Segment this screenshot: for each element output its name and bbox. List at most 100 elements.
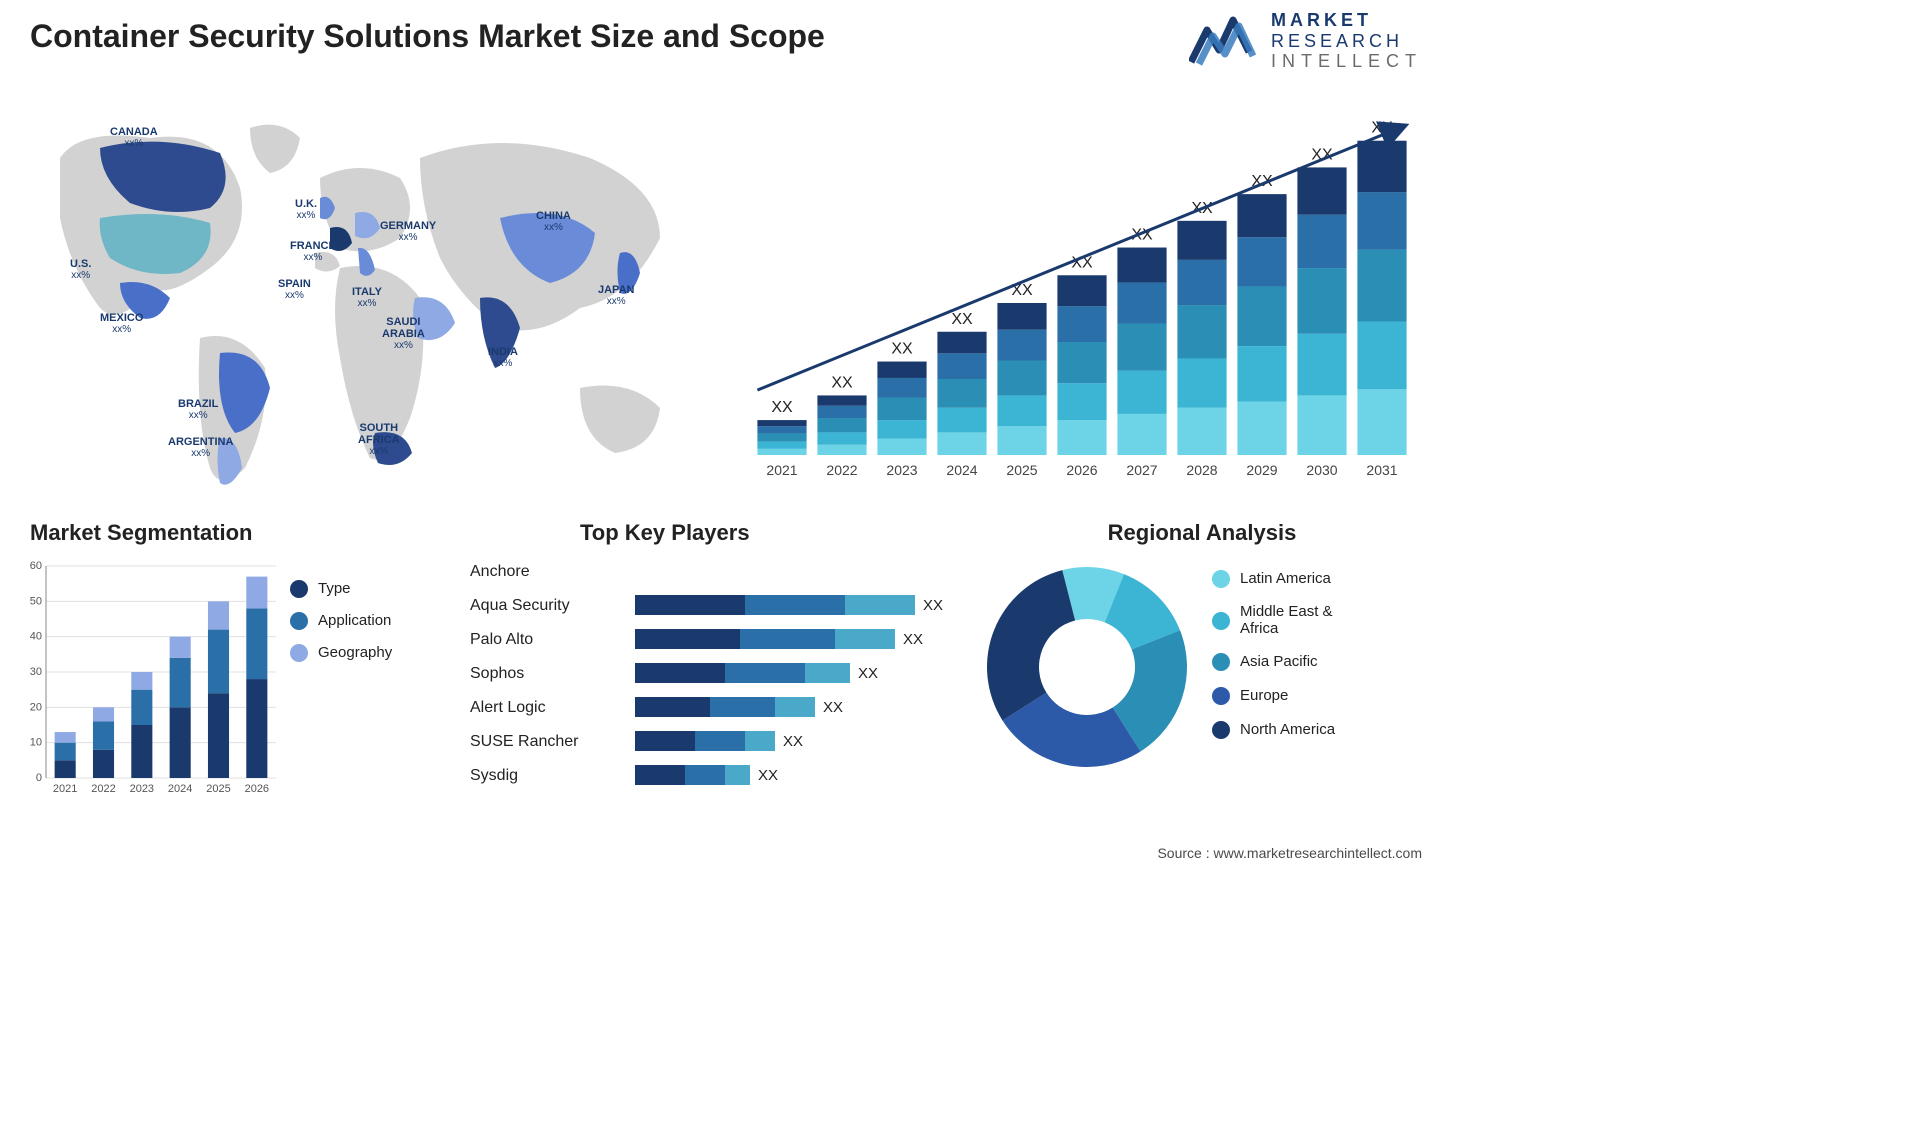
map-label: CHINAxx% — [536, 210, 571, 233]
map-label: SOUTHAFRICAxx% — [358, 422, 400, 457]
player-bar — [635, 663, 850, 683]
svg-text:30: 30 — [30, 666, 42, 678]
segmentation-legend: Type Application Geography — [290, 580, 392, 676]
svg-text:2023: 2023 — [130, 783, 154, 795]
svg-text:2030: 2030 — [1306, 462, 1337, 478]
player-bar-row: XX — [635, 588, 965, 622]
legend-swatch — [1212, 612, 1230, 630]
top-players-title: Top Key Players — [580, 520, 970, 546]
svg-text:60: 60 — [30, 560, 42, 572]
player-bar-segment — [635, 629, 740, 649]
svg-text:50: 50 — [30, 595, 42, 607]
legend-item: Type — [290, 580, 392, 598]
legend-label: Application — [318, 613, 391, 630]
player-bar-segment — [845, 595, 915, 615]
svg-text:2026: 2026 — [245, 783, 269, 795]
svg-text:0: 0 — [36, 772, 42, 784]
svg-text:2029: 2029 — [1246, 462, 1277, 478]
player-bar-segment — [635, 663, 725, 683]
legend-label: Geography — [318, 645, 392, 662]
player-bar-value: XX — [783, 733, 803, 750]
regional-legend: Latin America Middle East &Africa Asia Pac… — [1212, 570, 1335, 755]
svg-text:XX: XX — [891, 341, 913, 358]
player-bar-value: XX — [923, 597, 943, 614]
legend-label: Latin America — [1240, 571, 1331, 588]
legend-label: Asia Pacific — [1240, 654, 1318, 671]
top-players-bars: XXXXXXXXXXXX — [635, 554, 965, 792]
player-bar — [635, 731, 775, 751]
player-bar-segment — [695, 731, 745, 751]
logo-line2: RESEARCH — [1271, 31, 1422, 52]
legend-item: Latin America — [1212, 570, 1335, 588]
svg-text:2021: 2021 — [53, 783, 77, 795]
map-label: CANADAxx% — [110, 126, 158, 149]
player-bar-segment — [740, 629, 835, 649]
svg-text:2025: 2025 — [1006, 462, 1037, 478]
player-bar-segment — [635, 731, 695, 751]
legend-label: Type — [318, 581, 351, 598]
map-label: BRAZILxx% — [178, 398, 218, 421]
player-bar-segment — [635, 697, 710, 717]
logo-line1: MARKET — [1271, 10, 1422, 31]
player-bar-value: XX — [903, 631, 923, 648]
logo-mark-icon — [1189, 12, 1259, 70]
svg-text:2023: 2023 — [886, 462, 917, 478]
player-bar-row: XX — [635, 724, 965, 758]
player-bar — [635, 595, 915, 615]
player-name: Aqua Security — [470, 589, 630, 623]
player-name: SUSE Rancher — [470, 725, 630, 759]
player-bar-segment — [775, 697, 815, 717]
svg-text:2022: 2022 — [826, 462, 857, 478]
svg-text:2026: 2026 — [1066, 462, 1097, 478]
segmentation-title: Market Segmentation — [30, 520, 430, 546]
player-bar-row: XX — [635, 690, 965, 724]
map-label: ARGENTINAxx% — [168, 436, 233, 459]
player-bar-segment — [805, 663, 850, 683]
map-label: GERMANYxx% — [380, 220, 436, 243]
svg-text:2027: 2027 — [1126, 462, 1157, 478]
page-title: Container Security Solutions Market Size… — [30, 18, 825, 55]
player-bar-segment — [745, 595, 845, 615]
svg-text:2028: 2028 — [1186, 462, 1217, 478]
map-label: U.K.xx% — [295, 198, 317, 221]
segmentation-chart: 0102030405060202120222023202420252026 — [22, 560, 282, 800]
legend-swatch — [1212, 570, 1230, 588]
player-bar-segment — [685, 765, 725, 785]
player-bar-segment — [635, 595, 745, 615]
legend-swatch — [1212, 721, 1230, 739]
legend-label: Middle East &Africa — [1240, 604, 1333, 637]
legend-swatch — [290, 612, 308, 630]
player-bar-segment — [725, 663, 805, 683]
svg-text:XX: XX — [831, 374, 853, 391]
player-bar-segment — [725, 765, 750, 785]
player-bar-row: XX — [635, 758, 965, 792]
player-bar-row: XX — [635, 656, 965, 690]
logo-line3: INTELLECT — [1271, 51, 1422, 72]
legend-item: North America — [1212, 721, 1335, 739]
legend-swatch — [1212, 687, 1230, 705]
player-bar-value: XX — [823, 699, 843, 716]
legend-swatch — [290, 580, 308, 598]
svg-text:2031: 2031 — [1366, 462, 1397, 478]
legend-item: Geography — [290, 644, 392, 662]
player-name: Sophos — [470, 657, 630, 691]
svg-text:2024: 2024 — [168, 783, 192, 795]
brand-logo: MARKET RESEARCH INTELLECT — [1189, 10, 1422, 72]
player-bar-segment — [745, 731, 775, 751]
player-bar — [635, 697, 815, 717]
map-label: SAUDIARABIAxx% — [382, 316, 425, 351]
player-bar — [635, 629, 895, 649]
map-label: MEXICOxx% — [100, 312, 143, 335]
top-players-section: Top Key Players AnchoreAqua SecurityPalo… — [470, 520, 970, 556]
svg-text:2022: 2022 — [91, 783, 115, 795]
legend-item: Europe — [1212, 687, 1335, 705]
map-label: INDIAxx% — [488, 346, 518, 369]
regional-donut-chart — [982, 562, 1192, 772]
player-bar-value: XX — [858, 665, 878, 682]
player-bar-segment — [710, 697, 775, 717]
svg-text:20: 20 — [30, 701, 42, 713]
svg-text:40: 40 — [30, 631, 42, 643]
svg-text:2025: 2025 — [206, 783, 230, 795]
legend-item: Middle East &Africa — [1212, 604, 1335, 637]
regional-title: Regional Analysis — [982, 520, 1422, 546]
